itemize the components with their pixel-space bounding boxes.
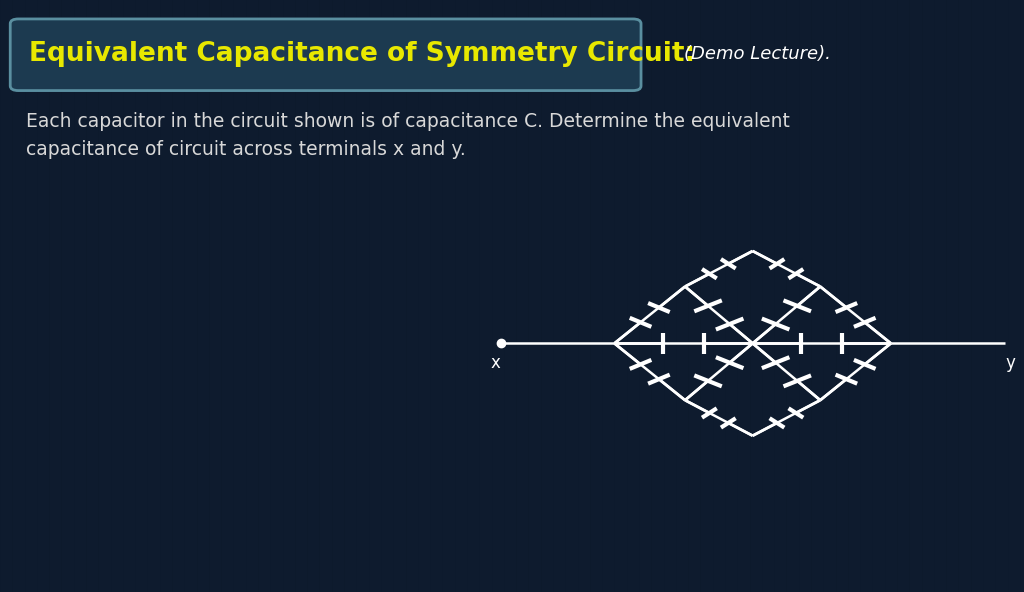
Text: Equivalent Capacitance of Symmetry Circuit:: Equivalent Capacitance of Symmetry Circu… <box>29 41 695 67</box>
Text: Each capacitor in the circuit shown is of capacitance C. Determine the equivalen: Each capacitor in the circuit shown is o… <box>26 112 790 159</box>
Text: x: x <box>490 354 500 372</box>
FancyBboxPatch shape <box>10 19 641 91</box>
Text: y: y <box>1006 354 1015 372</box>
Text: (Demo Lecture).: (Demo Lecture). <box>684 46 830 63</box>
